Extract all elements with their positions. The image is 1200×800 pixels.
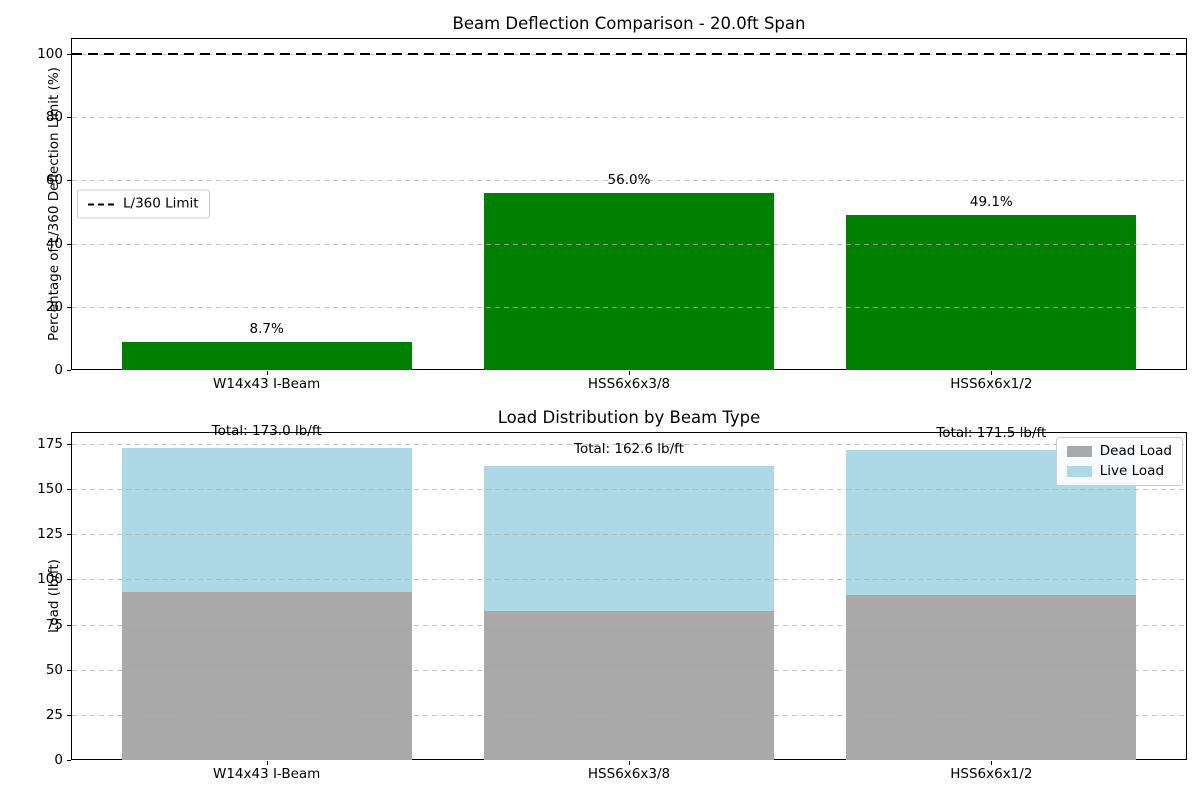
y-tick-label: 50 — [45, 661, 63, 678]
y-tick-label: 75 — [45, 616, 63, 633]
y-tick-mark — [67, 669, 71, 671]
y-tick-label: 100 — [37, 45, 63, 62]
x-tick-label-hss6x6x3-8: HSS6x6x3/8 — [587, 376, 671, 392]
y-tick-label: 25 — [45, 706, 63, 723]
y-tick-label: 175 — [37, 436, 63, 453]
y-axis-label: Load (lb/ft) — [46, 559, 62, 633]
x-tick-label-hss6x6x1-2: HSS6x6x1/2 — [950, 766, 1033, 782]
total-load-label: Total: 171.5 lb/ft — [936, 425, 1047, 442]
gridline-y-100 — [72, 579, 1186, 581]
y-tick-mark — [67, 243, 71, 245]
y-tick-mark — [67, 489, 71, 491]
x-tick-mark — [991, 761, 993, 765]
y-axis-label: Percentage of L/360 Deflection Limit (%) — [46, 67, 62, 341]
dashed-line-icon — [88, 203, 115, 205]
x-tick-mark — [629, 761, 630, 765]
bar-w14x43-i-beam — [121, 342, 412, 370]
legend-label: Live Load — [1099, 463, 1165, 479]
y-tick-label: 40 — [45, 235, 63, 252]
y-tick-label: 0 — [54, 362, 63, 378]
legend-item-l-360-limit: L/360 Limit — [88, 195, 199, 212]
y-tick-mark — [67, 306, 71, 308]
y-tick-label: 80 — [45, 109, 63, 126]
gridline-y-20 — [72, 306, 1186, 308]
y-tick-label: 60 — [45, 172, 63, 189]
y-tick-mark — [67, 180, 71, 182]
legend: Dead Load Live Load — [1055, 437, 1183, 486]
y-tick-mark — [67, 534, 71, 536]
legend-label: L/360 Limit — [123, 195, 199, 212]
x-tick-mark — [266, 761, 268, 765]
bar-value-label: 49.1% — [969, 193, 1013, 210]
bar-hss6x6x3-8 — [484, 192, 774, 370]
color-swatch-icon — [1066, 446, 1092, 457]
x-tick-mark — [266, 371, 268, 375]
y-tick-label: 0 — [54, 752, 63, 768]
bar-value-label: 8.7% — [249, 321, 284, 338]
chart-title: Load Distribution by Beam Type — [497, 408, 761, 427]
y-tick-label: 20 — [45, 298, 63, 315]
legend: L/360 Limit — [77, 189, 210, 219]
y-tick-label: 125 — [37, 526, 63, 543]
gridline-y-150 — [72, 489, 1186, 491]
live-load-segment-w14x43-i-beam — [121, 447, 412, 593]
legend-item-dead-load: Dead Load — [1066, 443, 1172, 459]
dead-load-segment-hss6x6x1-2 — [846, 594, 1137, 760]
y-tick-mark — [67, 714, 71, 716]
gridline-y-60 — [72, 180, 1186, 182]
y-tick-mark — [67, 760, 71, 761]
gridline-y-40 — [72, 243, 1186, 245]
l360-limit-line — [72, 52, 1186, 55]
gridline-y-80 — [72, 117, 1186, 119]
bar-hss6x6x1-2 — [846, 214, 1137, 370]
gridline-y-25 — [72, 714, 1186, 716]
legend-item-live-load: Live Load — [1066, 463, 1172, 479]
gridline-y-50 — [72, 669, 1186, 671]
y-tick-mark — [67, 370, 71, 371]
legend-label: Dead Load — [1099, 443, 1172, 459]
dead-load-segment-hss6x6x3-8 — [484, 610, 774, 760]
live-load-segment-hss6x6x3-8 — [484, 466, 774, 611]
x-tick-label-w14x43-i-beam: W14x43 I-Beam — [212, 376, 321, 392]
bar-value-label: 56.0% — [607, 171, 651, 188]
y-tick-mark — [67, 444, 71, 446]
y-tick-mark — [67, 117, 71, 119]
gridline-y-125 — [72, 534, 1186, 536]
color-swatch-icon — [1066, 466, 1092, 477]
gridline-y-75 — [72, 624, 1186, 626]
total-load-label: Total: 173.0 lb/ft — [211, 422, 322, 439]
y-tick-label: 100 — [37, 571, 63, 588]
y-tick-label: 150 — [37, 481, 63, 498]
dead-load-segment-w14x43-i-beam — [121, 592, 412, 760]
chart-title: Beam Deflection Comparison - 20.0ft Span — [452, 14, 806, 33]
total-load-label: Total: 162.6 lb/ft — [574, 441, 684, 458]
gridline-y-175 — [72, 444, 1186, 446]
x-tick-mark — [629, 371, 630, 375]
y-tick-mark — [67, 624, 71, 626]
x-tick-mark — [991, 371, 993, 375]
y-tick-mark — [67, 579, 71, 581]
x-tick-label-w14x43-i-beam: W14x43 I-Beam — [212, 766, 321, 782]
x-tick-label-hss6x6x1-2: HSS6x6x1/2 — [950, 376, 1033, 392]
y-tick-mark — [67, 53, 71, 55]
x-tick-label-hss6x6x3-8: HSS6x6x3/8 — [587, 766, 671, 782]
